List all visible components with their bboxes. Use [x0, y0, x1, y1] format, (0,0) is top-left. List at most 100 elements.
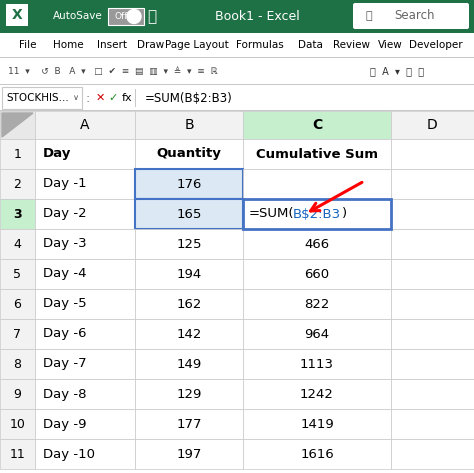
Bar — [391, 111, 474, 139]
Text: Formulas: Formulas — [236, 41, 284, 51]
Bar — [0, 110, 474, 111]
Text: 11: 11 — [9, 447, 26, 461]
Text: Insert: Insert — [97, 41, 127, 51]
Bar — [243, 229, 391, 259]
Text: Day -8: Day -8 — [43, 387, 86, 401]
Bar — [0, 319, 35, 349]
Text: Cumulative Sum: Cumulative Sum — [256, 148, 378, 160]
Text: Quantity: Quantity — [156, 148, 221, 160]
Bar — [243, 409, 391, 439]
Bar — [391, 139, 474, 169]
Text: 9: 9 — [14, 387, 21, 401]
Bar — [391, 259, 474, 289]
Text: 194: 194 — [176, 268, 201, 280]
Text: 822: 822 — [304, 298, 330, 310]
Bar — [6, 4, 28, 26]
Bar — [135, 259, 243, 289]
Bar — [35, 289, 135, 319]
Text: Book1 - Excel: Book1 - Excel — [215, 10, 300, 23]
Text: 125: 125 — [176, 237, 202, 251]
Bar — [0, 0, 474, 33]
Bar — [35, 169, 135, 199]
Text: X: X — [12, 8, 22, 22]
Bar — [391, 169, 474, 199]
Text: Review: Review — [334, 41, 371, 51]
Text: 2: 2 — [14, 177, 21, 191]
Text: D: D — [427, 118, 438, 132]
Bar — [391, 289, 474, 319]
Text: 1616: 1616 — [300, 447, 334, 461]
Text: Day -4: Day -4 — [43, 268, 86, 280]
Bar — [135, 139, 243, 169]
Bar — [243, 319, 391, 349]
Text: Draw: Draw — [137, 41, 164, 51]
Text: 🔍: 🔍 — [365, 11, 372, 21]
Bar — [0, 379, 35, 409]
Bar — [35, 349, 135, 379]
Bar — [0, 58, 474, 85]
Bar — [135, 289, 243, 319]
Text: 🖫  A  ▾  🟩  🔧: 🖫 A ▾ 🟩 🔧 — [370, 67, 424, 77]
Text: 1113: 1113 — [300, 358, 334, 370]
Bar — [35, 409, 135, 439]
Text: =SUM(B$2:B3): =SUM(B$2:B3) — [145, 91, 233, 105]
Bar — [0, 409, 35, 439]
Text: 177: 177 — [176, 418, 202, 430]
Bar — [135, 89, 136, 107]
Text: Day -3: Day -3 — [43, 237, 87, 251]
Text: Data: Data — [298, 41, 322, 51]
Text: Day -10: Day -10 — [43, 447, 95, 461]
Bar — [135, 439, 243, 469]
Bar — [391, 349, 474, 379]
Text: B$2:B3: B$2:B3 — [293, 208, 341, 220]
Text: 7: 7 — [13, 327, 21, 341]
Text: 660: 660 — [304, 268, 329, 280]
Text: 11  ▾    ↺  B   A  ▾   □  ✔  ≡  ▤  ▥  ▾  ≜  ▾  ≡  ℝ: 11 ▾ ↺ B A ▾ □ ✔ ≡ ▤ ▥ ▾ ≜ ▾ ≡ ℝ — [8, 67, 218, 76]
Text: B: B — [184, 118, 194, 132]
Text: Off: Off — [114, 12, 128, 21]
Bar — [35, 379, 135, 409]
Text: =SUM(: =SUM( — [249, 208, 294, 220]
Text: AutoSave: AutoSave — [53, 11, 103, 21]
Text: 10: 10 — [9, 418, 26, 430]
Text: Home: Home — [53, 41, 83, 51]
Bar — [243, 439, 391, 469]
Bar — [135, 319, 243, 349]
Bar — [0, 199, 35, 229]
Text: 4: 4 — [14, 237, 21, 251]
Bar — [391, 199, 474, 229]
Bar — [391, 319, 474, 349]
Bar — [391, 379, 474, 409]
Bar — [0, 349, 35, 379]
Text: 3: 3 — [13, 208, 22, 220]
Bar — [135, 229, 243, 259]
Bar — [391, 229, 474, 259]
Text: 1: 1 — [14, 148, 21, 160]
Text: File: File — [19, 41, 37, 51]
Text: Day: Day — [43, 148, 72, 160]
Text: Day -9: Day -9 — [43, 418, 86, 430]
Text: A: A — [80, 118, 90, 132]
Bar — [135, 349, 243, 379]
Bar — [35, 229, 135, 259]
Bar — [391, 409, 474, 439]
Text: 🖫: 🖫 — [147, 9, 156, 24]
FancyBboxPatch shape — [353, 3, 469, 29]
Text: ✓: ✓ — [109, 93, 118, 103]
Text: 165: 165 — [176, 208, 202, 220]
Text: Day -1: Day -1 — [43, 177, 87, 191]
Bar — [35, 439, 135, 469]
Text: STOCKHIS...: STOCKHIS... — [6, 93, 69, 103]
Text: 6: 6 — [14, 298, 21, 310]
Bar — [108, 8, 144, 25]
Bar — [243, 199, 391, 229]
Bar — [135, 111, 243, 139]
Polygon shape — [2, 113, 33, 137]
Bar — [243, 169, 391, 199]
Bar — [135, 199, 243, 229]
Text: View: View — [378, 41, 402, 51]
Text: ✕: ✕ — [95, 93, 105, 103]
Text: 5: 5 — [13, 268, 21, 280]
Bar — [2, 87, 82, 109]
Text: 129: 129 — [176, 387, 202, 401]
